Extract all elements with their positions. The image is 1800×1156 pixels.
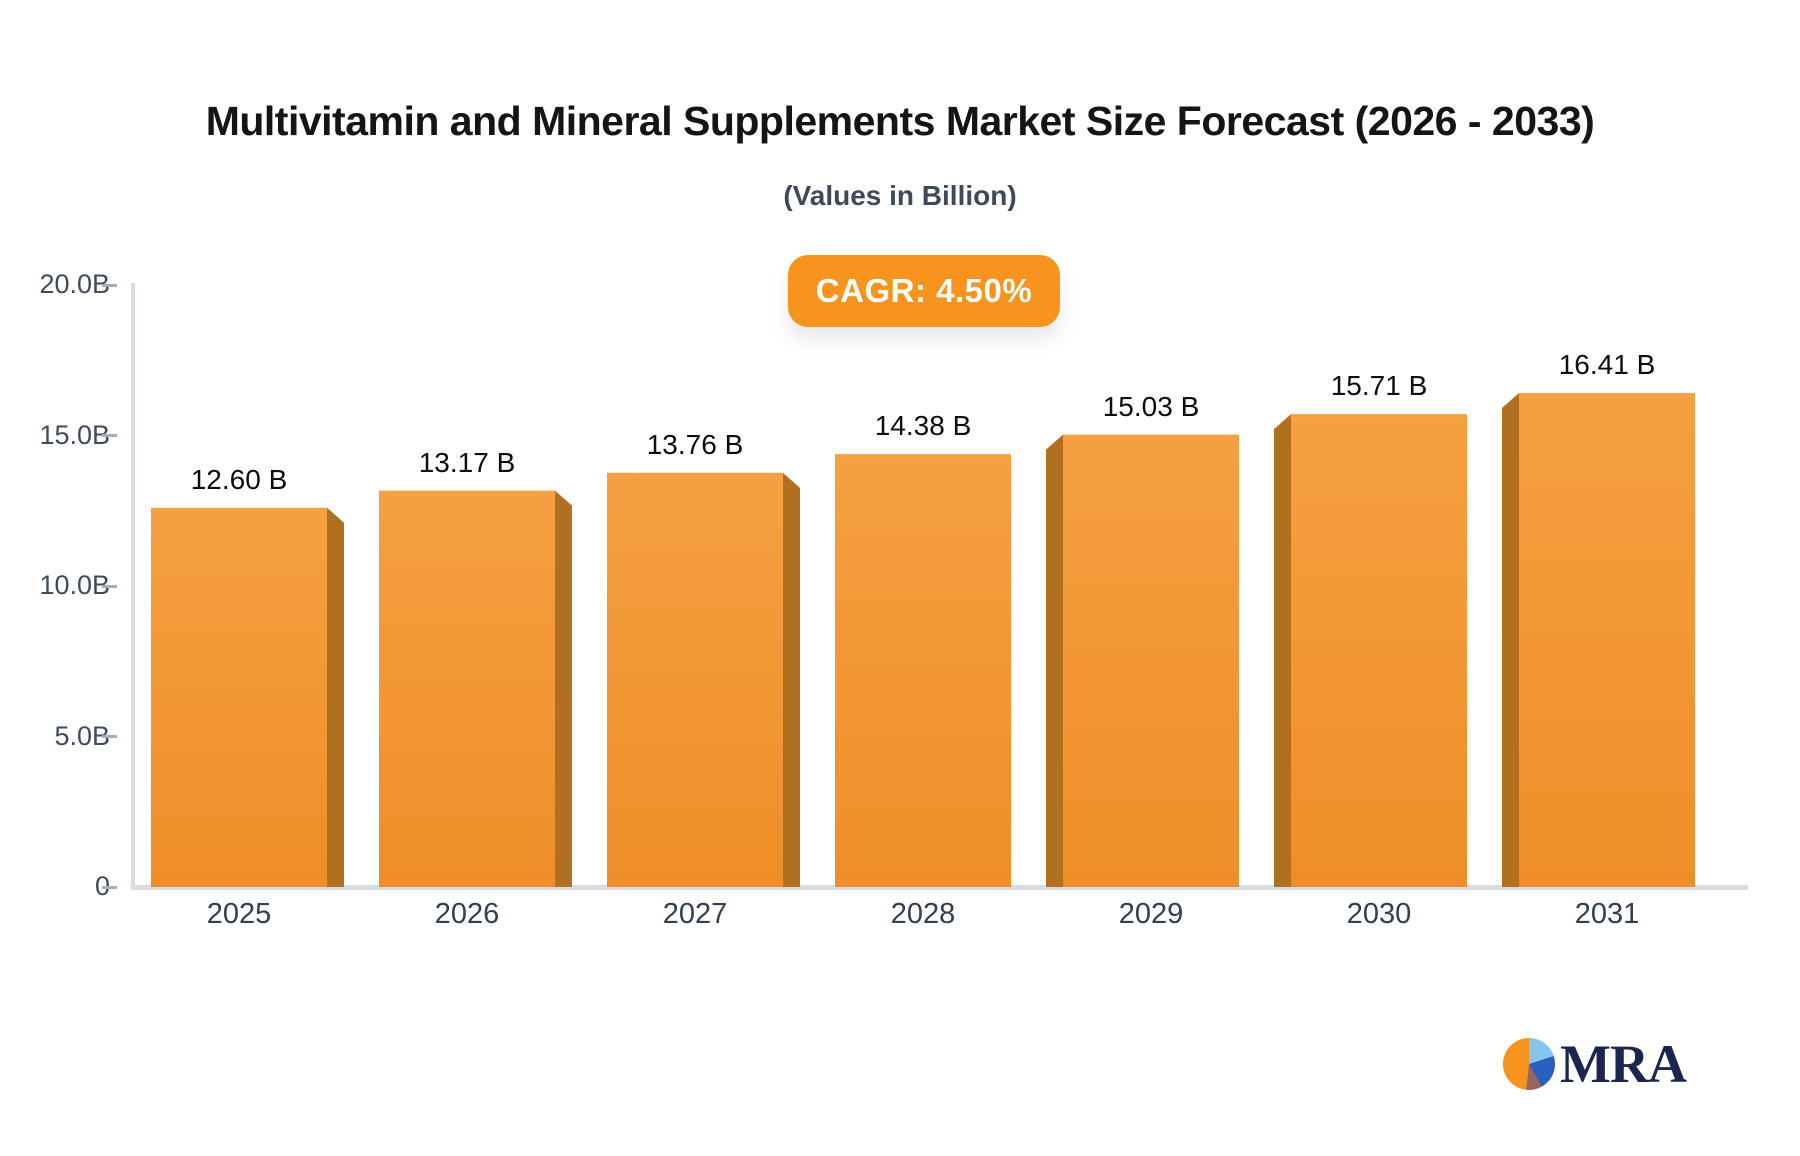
bar-2028	[835, 454, 1011, 887]
bar-front-face	[607, 472, 783, 887]
y-axis-tick-mark	[102, 434, 117, 437]
bar-2027	[607, 472, 800, 887]
bar-2029	[1046, 434, 1239, 887]
bar-side-face	[1502, 393, 1519, 887]
bar-value-label: 14.38 B	[874, 410, 972, 442]
bar-side-face	[783, 472, 800, 887]
bar-2025	[151, 507, 344, 887]
y-axis-tick-label: 0	[0, 873, 110, 900]
bar-front-face	[379, 490, 555, 887]
bar-side-face	[555, 490, 572, 887]
bar-value-label: 15.03 B	[1102, 390, 1200, 422]
bar-front-face	[835, 454, 1011, 887]
bar-value-label: 16.41 B	[1558, 349, 1656, 381]
y-axis-tick-label: 5.0B	[54, 720, 110, 751]
bar-side-face	[327, 507, 344, 887]
chart-title: Multivitamin and Mineral Supplements Mar…	[205, 98, 1595, 144]
bar-value-label: 13.17 B	[418, 446, 516, 478]
cagr-badge-label: CAGR: 4.50%	[815, 272, 1033, 309]
bar-side-face	[1046, 434, 1063, 887]
x-axis-label: 2030	[1346, 898, 1412, 930]
y-axis-tick-label: 10.0B	[39, 570, 110, 600]
mra-logo-text: MRA	[1560, 1034, 1687, 1094]
cagr-badge: CAGR: 4.50%	[788, 255, 1060, 327]
x-axis-label: 2031	[1574, 898, 1640, 930]
mra-logo: MRA	[1503, 1034, 1687, 1094]
y-axis-tick-mark	[102, 283, 117, 287]
bar-value-label: 15.71 B	[1330, 370, 1428, 402]
chart-subtitle: (Values in Billion)	[783, 180, 1017, 211]
y-axis-tick-mark	[102, 735, 117, 738]
x-axis-label: 2025	[206, 898, 272, 930]
x-axis-label: 2029	[1118, 898, 1184, 930]
pie-chart-logo-icon	[1503, 1038, 1555, 1090]
x-axis-label: 2026	[434, 898, 500, 930]
x-axis-label: 2028	[890, 898, 956, 930]
x-axis-line	[131, 885, 1748, 890]
bar-2026	[379, 490, 572, 887]
bar-front-face	[1519, 393, 1695, 887]
bar-front-face	[1063, 434, 1239, 887]
y-axis-tick-label: 15.0B	[39, 419, 110, 450]
bar-front-face	[1291, 414, 1467, 887]
bar-value-label: 13.76 B	[646, 428, 744, 460]
bar-value-label: 12.60 B	[190, 463, 288, 495]
bar-front-face	[151, 507, 327, 887]
y-axis-tick-label: 20.0B	[39, 269, 110, 299]
bar-2030	[1274, 414, 1467, 887]
bar-2031	[1502, 393, 1695, 887]
y-axis-tick-mark	[102, 584, 117, 588]
y-axis-tick-mark	[102, 885, 117, 889]
y-axis-line	[131, 283, 135, 890]
x-axis-label: 2027	[662, 898, 728, 930]
bar-side-face	[1274, 414, 1291, 887]
